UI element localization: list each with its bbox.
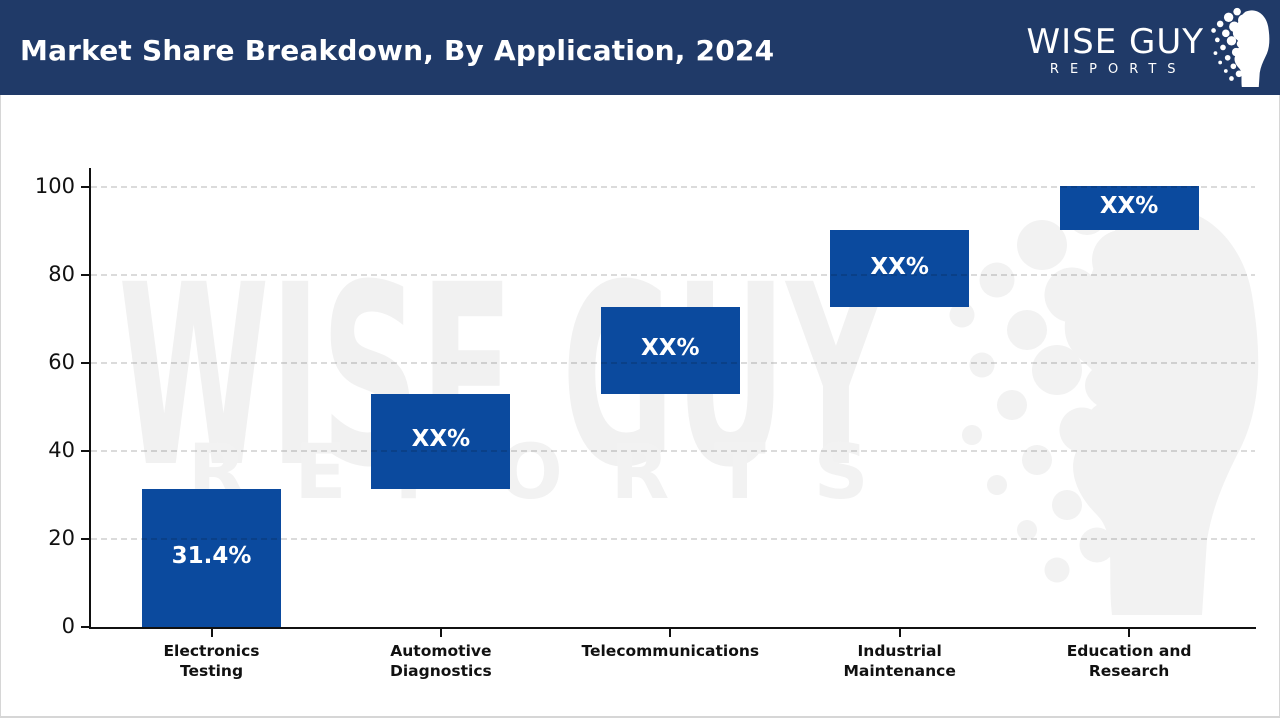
bar-segment xyxy=(142,488,281,627)
y-axis-tick-mark xyxy=(81,538,89,540)
x-tick-label: Education and Research xyxy=(1066,642,1192,680)
y-gridline xyxy=(91,186,1255,188)
y-axis-tick-mark xyxy=(81,626,89,628)
y-tick-label: 40 xyxy=(48,438,75,462)
x-axis-tick-mark xyxy=(1128,629,1131,637)
bar-value-label: XX% xyxy=(1099,193,1159,220)
logo-wiseguy-text: WISE GUY xyxy=(1026,22,1204,62)
x-axis-tick-mark xyxy=(210,629,213,637)
header-bar: Market Share Breakdown, By Application, … xyxy=(0,0,1280,95)
y-axis-tick-mark xyxy=(81,450,89,452)
x-axis-tick-mark xyxy=(669,629,672,637)
y-gridline xyxy=(91,362,1255,364)
y-gridline xyxy=(91,274,1255,276)
x-tick-label: Electronics Testing xyxy=(163,642,260,680)
y-axis-line xyxy=(89,168,91,629)
x-tick-label: Telecommunications xyxy=(581,642,760,660)
y-axis-tick-mark xyxy=(81,274,89,276)
y-axis-tick-mark xyxy=(81,186,89,188)
plot-area: 0 20 40 60 80 100 31.4% Electronics Testing XX% Au… xyxy=(0,95,1280,720)
logo-reports-text: REPORTS xyxy=(1049,62,1187,77)
bar-segment xyxy=(830,230,970,308)
bar-segment xyxy=(371,393,511,489)
x-tick-label: Automotive Diagnostics xyxy=(390,642,492,680)
x-tick-label: Industrial Maintenance xyxy=(843,642,956,680)
y-gridline xyxy=(91,450,1255,452)
bar-value-label: XX% xyxy=(641,335,700,362)
logo-face-icon xyxy=(1206,6,1272,87)
y-gridline xyxy=(91,538,1255,540)
y-tick-label: 100 xyxy=(34,174,75,198)
bar-value-label: XX% xyxy=(870,253,929,280)
bar-value-label: 31.4% xyxy=(171,542,252,569)
y-tick-label: 20 xyxy=(48,526,75,550)
bar-value-label: XX% xyxy=(411,426,471,453)
bar-segment xyxy=(600,307,740,394)
logo: WISE GUY REPORTS xyxy=(1020,0,1280,95)
bar-segment xyxy=(1059,186,1199,231)
y-tick-label: 60 xyxy=(48,350,75,374)
x-axis-line xyxy=(89,627,1256,629)
y-tick-label: 80 xyxy=(48,262,75,286)
page-title: Market Share Breakdown, By Application, … xyxy=(20,34,775,67)
logo-text: WISE GUY REPORTS xyxy=(1026,24,1204,78)
y-axis-tick-mark xyxy=(81,362,89,364)
x-axis-tick-mark xyxy=(439,629,442,637)
x-axis-tick-mark xyxy=(898,629,901,637)
y-tick-label: 0 xyxy=(61,614,75,638)
